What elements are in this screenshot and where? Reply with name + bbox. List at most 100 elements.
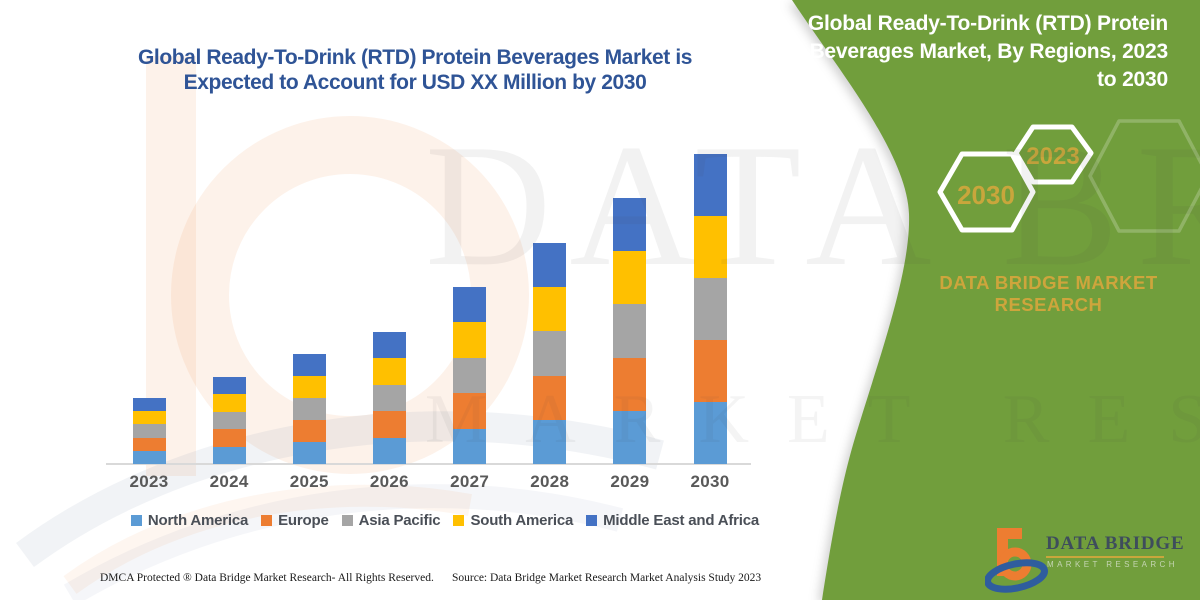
x-tick-label: 2030 [690,472,730,491]
footer-copyright: DMCA Protected ® Data Bridge Market Rese… [100,572,434,584]
legend-label: Middle East and Africa [603,512,760,529]
logo-wordmark: DATA BRIDGE [1046,533,1185,554]
legend-marker-icon [261,515,273,526]
x-tick-label: 2026 [369,472,409,491]
x-tick-label: 2025 [289,472,329,491]
bar-segment [292,442,326,464]
bar-segment [212,394,246,412]
legend-item: Europe [261,512,329,529]
chart-title: Global Ready-To-Drink (RTD) Protein Beve… [110,45,720,95]
panel-company-name: DATA BRIDGE MARKET RESEARCH [927,272,1170,316]
bar-segment [212,377,246,395]
bar-segment [613,304,647,358]
bar-segment [132,411,166,425]
bar-segment [292,420,326,442]
panel-title-line3: to 2030 [1097,68,1168,91]
bar-segment [693,154,727,216]
legend-item: Asia Pacific [341,512,441,529]
bar-column-2030 [693,154,727,464]
legend-label: Asia Pacific [358,512,441,529]
legend-item: North America [130,512,249,529]
legend-label: South America [470,512,574,529]
logo-underline [1046,556,1164,558]
bar-segment [613,198,647,252]
legend-item: Middle East and Africa [586,512,759,529]
hexagon-2023-icon [1013,124,1094,185]
legend-label: North America [147,512,249,529]
bar-segment [613,357,647,411]
logo-subtext: MARKET RESEARCH [1047,560,1178,569]
bar-segment [292,354,326,376]
bar-column-2023 [132,398,166,464]
bar-column-2024 [212,377,246,464]
bar-column-2029 [613,198,647,464]
chart-title-line1: Global Ready-To-Drink (RTD) Protein Beve… [137,46,693,69]
bar-segment [212,446,246,464]
bar-segment [212,411,246,430]
bar-segment [693,278,727,340]
x-axis-line [106,463,751,465]
bar-segment [533,419,567,464]
bar-segment [533,287,567,332]
x-tick-label: 2029 [610,472,650,491]
legend-marker-icon [586,515,598,526]
green-panel-shape [792,0,1200,600]
bar-segment [453,357,487,394]
hex-year-2030: 2030 [957,180,1015,210]
bar-segment [693,402,727,464]
x-tick-label: 2024 [209,472,249,491]
bar-segment [132,437,166,451]
chart-legend: North America Europe Asia Pacific South Ame… [115,512,775,529]
databridge-logo-icon [985,528,1048,593]
watermark-b-bowl [171,116,529,474]
bar-segment [132,398,166,412]
legend-label: Europe [278,512,329,529]
bar-segment [533,331,567,376]
bars-layer: 2023 2024 2025 2026 2027 2028 2029 2030 [129,154,730,491]
bar-segment [292,398,326,420]
bar-segment [453,428,487,464]
bar-segment [372,411,406,438]
legend-marker-icon [130,515,142,526]
bar-segment [132,450,166,464]
bar-segment [372,437,406,464]
bar-segment [453,287,487,323]
bar-segment [613,410,647,464]
bar-segment [292,376,326,398]
x-tick-label: 2028 [530,472,570,491]
bar-segment [453,322,487,358]
bar-segment [533,243,567,288]
bar-column-2027 [453,287,487,464]
chart-title-line2: Expected to Account for USD XX Million b… [183,71,647,94]
legend-item: South America [453,512,573,529]
footer-source: Source: Data Bridge Market Research Mark… [452,572,762,584]
bar-segment [613,251,647,305]
panel-company-line2: RESEARCH [994,294,1103,315]
bar-segment [453,393,487,429]
bar-segment [132,424,166,438]
legend-marker-icon [341,515,353,526]
bar-segment [372,384,406,412]
watermark-swoosh2-icon [63,484,624,600]
hex-year-2023: 2023 [1026,143,1080,170]
hexagon-2030-icon [937,151,1036,233]
bar-column-2026 [372,332,406,464]
panel-title-line2: Beverages Market, By Regions, 2023 [809,40,1168,63]
x-tick-label: 2023 [129,472,169,491]
bar-segment [372,332,406,359]
bar-segment [693,216,727,278]
panel-title-line1: Global Ready-To-Drink (RTD) Protein [807,12,1168,35]
x-tick-label: 2027 [450,472,490,491]
bar-segment [533,375,567,420]
faint-hexagon-icon [1088,119,1200,233]
legend-marker-icon [453,515,465,526]
bar-segment [212,429,246,447]
watermark-swoosh3-icon [63,484,472,594]
bar-segment [693,340,727,402]
bar-column-2028 [533,243,567,464]
panel-company-line1: DATA BRIDGE MARKET [939,272,1158,293]
bar-column-2025 [292,354,326,464]
bar-segment [372,358,406,385]
